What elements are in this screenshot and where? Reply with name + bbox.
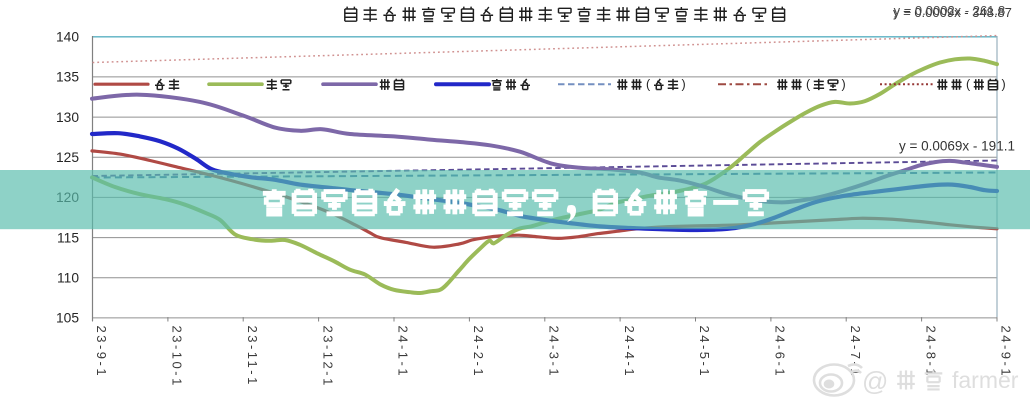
svg-text:23-12-1: 23-12-1 — [320, 326, 335, 388]
svg-text:24-1-1: 24-1-1 — [396, 326, 411, 379]
svg-text:105: 105 — [56, 311, 79, 326]
svg-text:24-5-1: 24-5-1 — [697, 326, 712, 379]
svg-text:130: 130 — [56, 110, 79, 125]
svg-text:): ) — [842, 78, 846, 92]
svg-text:@: @ — [862, 366, 888, 396]
svg-text:23-10-1: 23-10-1 — [170, 326, 185, 388]
svg-text:y = 0.0069x - 191.1: y = 0.0069x - 191.1 — [899, 139, 1015, 154]
svg-text:farmer: farmer — [952, 367, 1019, 393]
svg-text:24-9-1: 24-9-1 — [999, 326, 1014, 379]
svg-text:135: 135 — [56, 70, 79, 85]
svg-text:110: 110 — [57, 271, 79, 286]
svg-text:y = 0.0002x - 261.8: y = 0.0002x - 261.8 — [894, 3, 1006, 18]
svg-text:24-8-1: 24-8-1 — [923, 326, 938, 379]
svg-text:23-11-1: 23-11-1 — [245, 326, 260, 387]
svg-text:24-2-1: 24-2-1 — [471, 326, 486, 379]
svg-text:24-3-1: 24-3-1 — [547, 326, 562, 379]
svg-text:140: 140 — [56, 30, 79, 45]
svg-text:y = 0.0009x - 348.87: y = 0.0009x - 348.87 — [893, 5, 1012, 20]
svg-text:(: ( — [806, 78, 811, 92]
svg-text:115: 115 — [57, 230, 79, 245]
svg-text:24-4-1: 24-4-1 — [622, 326, 637, 379]
svg-text:125: 125 — [56, 150, 79, 165]
svg-text:23-9-1: 23-9-1 — [94, 326, 109, 379]
svg-text:24-6-1: 24-6-1 — [773, 326, 788, 379]
svg-text:): ) — [682, 78, 686, 92]
svg-text:(: ( — [646, 78, 651, 92]
svg-text:(: ( — [966, 78, 971, 92]
svg-text:): ) — [1002, 78, 1006, 92]
